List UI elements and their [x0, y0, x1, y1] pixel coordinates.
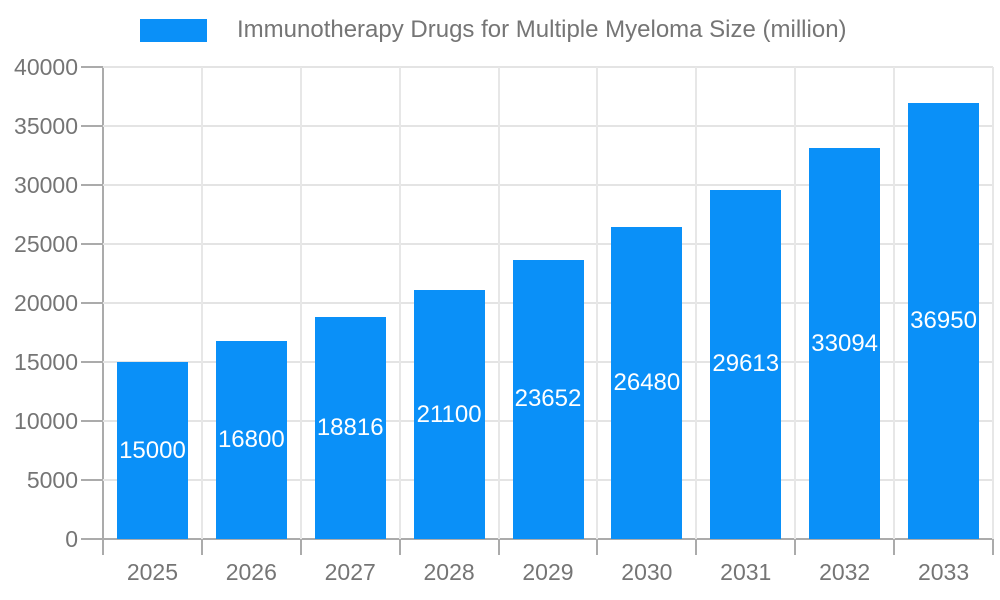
x-gridline — [695, 67, 698, 539]
bar-2026[interactable] — [215, 340, 287, 539]
y-axis-tick — [81, 125, 103, 127]
legend-swatch — [140, 18, 207, 42]
bar-2028[interactable] — [413, 290, 485, 539]
x-gridline — [299, 67, 302, 539]
x-axis-tick-label: 2026 — [225, 559, 277, 585]
bar-value-label: 23652 — [514, 385, 582, 413]
x-axis-line — [102, 538, 994, 540]
x-gridline — [992, 67, 994, 539]
bar-2029[interactable] — [512, 259, 584, 539]
x-axis-tick-label: 2027 — [324, 559, 376, 585]
bar-value-label: 15000 — [119, 436, 186, 464]
y-axis-tick-label: 35000 — [14, 113, 78, 139]
y-axis-tick-label: 25000 — [14, 231, 78, 257]
y-gridline — [103, 66, 993, 68]
y-axis-tick-label: 0 — [65, 526, 78, 552]
y-axis-tick — [81, 66, 103, 68]
x-axis-tick — [497, 539, 500, 555]
bar-value-label: 26480 — [613, 368, 681, 396]
y-axis-tick-label: 20000 — [14, 290, 78, 316]
bar-2032[interactable] — [809, 148, 881, 539]
y-axis-tick-label: 5000 — [26, 467, 78, 493]
bar-value-label: 36950 — [910, 306, 977, 334]
bar-2031[interactable] — [710, 189, 782, 539]
x-axis-tick-label: 2025 — [126, 559, 179, 585]
y-axis-tick — [81, 361, 103, 363]
x-axis-tick — [596, 539, 599, 555]
x-axis-tick — [200, 539, 203, 555]
bar-value-label: 29613 — [712, 350, 780, 378]
x-gridline — [200, 67, 203, 539]
x-gridline — [398, 67, 401, 539]
bar-value-label: 21100 — [416, 400, 482, 428]
x-axis-tick-label: 2029 — [522, 559, 574, 585]
y-axis-tick — [81, 420, 103, 422]
x-gridline — [794, 67, 797, 539]
bar-value-label: 18816 — [316, 413, 384, 441]
bar-2025[interactable] — [116, 362, 188, 539]
x-axis-tick — [992, 539, 994, 555]
y-axis-tick-label: 10000 — [14, 408, 78, 434]
y-gridline — [103, 243, 993, 245]
bar-2027[interactable] — [314, 316, 386, 539]
bar-value-label: 16800 — [217, 425, 285, 453]
x-axis-tick-label: 2028 — [423, 559, 475, 585]
x-axis-tick — [102, 539, 104, 555]
y-axis-tick — [81, 538, 103, 540]
x-axis-tick — [794, 539, 797, 555]
x-axis-tick-label: 2033 — [917, 559, 970, 585]
y-gridline — [103, 125, 993, 127]
x-axis-tick — [695, 539, 698, 555]
bar-value-label: 33094 — [811, 329, 879, 357]
x-axis-tick — [398, 539, 401, 555]
x-axis-tick-label: 2030 — [621, 559, 673, 585]
legend[interactable]: Immunotherapy Drugs for Multiple Myeloma… — [140, 15, 847, 45]
y-axis-tick — [81, 243, 103, 245]
x-axis-tick — [299, 539, 302, 555]
bar-2033[interactable] — [908, 102, 980, 539]
x-gridline — [596, 67, 599, 539]
y-axis-tick-label: 15000 — [14, 349, 78, 375]
x-axis-tick — [893, 539, 896, 555]
x-gridline — [497, 67, 500, 539]
y-axis-tick — [81, 302, 103, 304]
y-gridline — [103, 184, 993, 186]
y-axis-tick — [81, 184, 103, 186]
bar-2030[interactable] — [611, 226, 683, 539]
y-axis-tick-label: 40000 — [14, 54, 78, 80]
y-axis-tick-label: 30000 — [14, 172, 78, 198]
legend-label: Immunotherapy Drugs for Multiple Myeloma… — [237, 16, 847, 43]
x-axis-tick-label: 2032 — [819, 559, 871, 585]
x-gridline — [893, 67, 896, 539]
plot-area: 15000 16800 18816 21100 23652 26480 29613 33094… — [103, 66, 994, 539]
y-axis-tick — [81, 479, 103, 481]
x-axis-tick-label: 2031 — [720, 559, 772, 585]
